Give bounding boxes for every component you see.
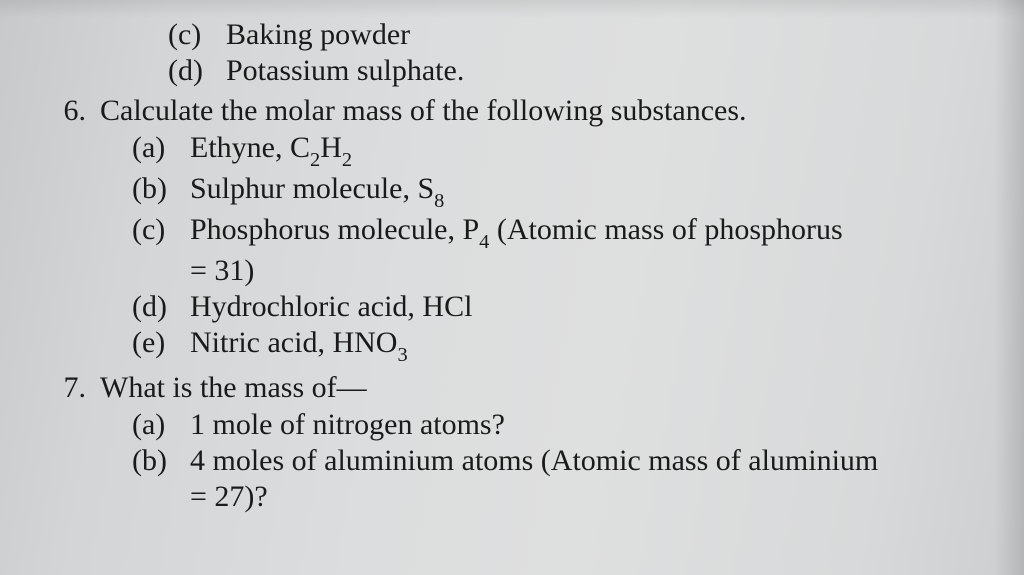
q7-option-a: (a) 1 mole of nitrogen atoms? [50,408,1004,442]
q6-option-a: (a) Ethyne, C2H2 [50,131,1004,170]
question-number: 6. [50,94,100,128]
text-prefix: Nitric acid, HNO [190,326,397,359]
option-label: (b) [132,444,190,478]
q7-option-b: (b) 4 moles of aluminium atoms (Atomic m… [50,444,1004,478]
question-text: What is the mass of— [100,371,367,405]
question-7: 7. What is the mass of— [50,371,1004,405]
page-shadow-top [0,0,1024,18]
text-mid: H [320,131,342,164]
subscript: 2 [310,149,320,171]
q6-option-e: (e) Nitric acid, HNO3 [50,326,1004,365]
question-text: Calculate the molar mass of the followin… [100,94,747,128]
q6-option-c: (c) Phosphorus molecule, P4 (Atomic mass… [50,213,1004,252]
text-prefix: Phosphorus molecule, P [190,213,479,246]
option-label: (c) [168,18,226,52]
option-text: 4 moles of aluminium atoms (Atomic mass … [190,444,878,478]
option-text: Ethyne, C2H2 [190,131,352,170]
option-text: Hydrochloric acid, HCl [190,290,472,324]
q6-option-d: (d) Hydrochloric acid, HCl [50,290,1004,324]
q5-option-d: (d) Potassium sulphate. [50,54,1004,88]
question-number: 7. [50,371,100,405]
text-prefix: Ethyne, C [190,131,310,164]
text-suffix: (Atomic mass of phosphorus [489,213,842,246]
option-label: (d) [132,290,190,324]
subscript: 2 [342,149,352,171]
option-text: 1 mole of nitrogen atoms? [190,408,505,442]
question-6: 6. Calculate the molar mass of the follo… [50,94,1004,128]
option-label: (b) [132,172,190,206]
option-text: Potassium sulphate. [226,54,464,88]
subscript: 4 [479,231,489,253]
q5-option-c: (c) Baking powder [50,18,1004,52]
option-text: Sulphur molecule, S8 [190,172,444,211]
q6-option-b: (b) Sulphur molecule, S8 [50,172,1004,211]
option-text: Nitric acid, HNO3 [190,326,408,365]
subscript: 8 [434,190,444,212]
subscript: 3 [397,344,407,366]
option-label: (a) [132,131,190,165]
option-label: (d) [168,54,226,88]
option-text: Baking powder [226,18,410,52]
q7-option-b-cont: = 27)? [50,480,1004,514]
option-text: = 31) [190,254,254,288]
q6-option-c-cont: = 31) [50,254,1004,288]
option-label: (c) [132,213,190,247]
option-label: (e) [132,326,190,360]
option-text: = 27)? [190,480,268,514]
option-label: (a) [132,408,190,442]
option-text: Phosphorus molecule, P4 (Atomic mass of … [190,213,843,252]
text-prefix: Sulphur molecule, S [190,172,434,205]
